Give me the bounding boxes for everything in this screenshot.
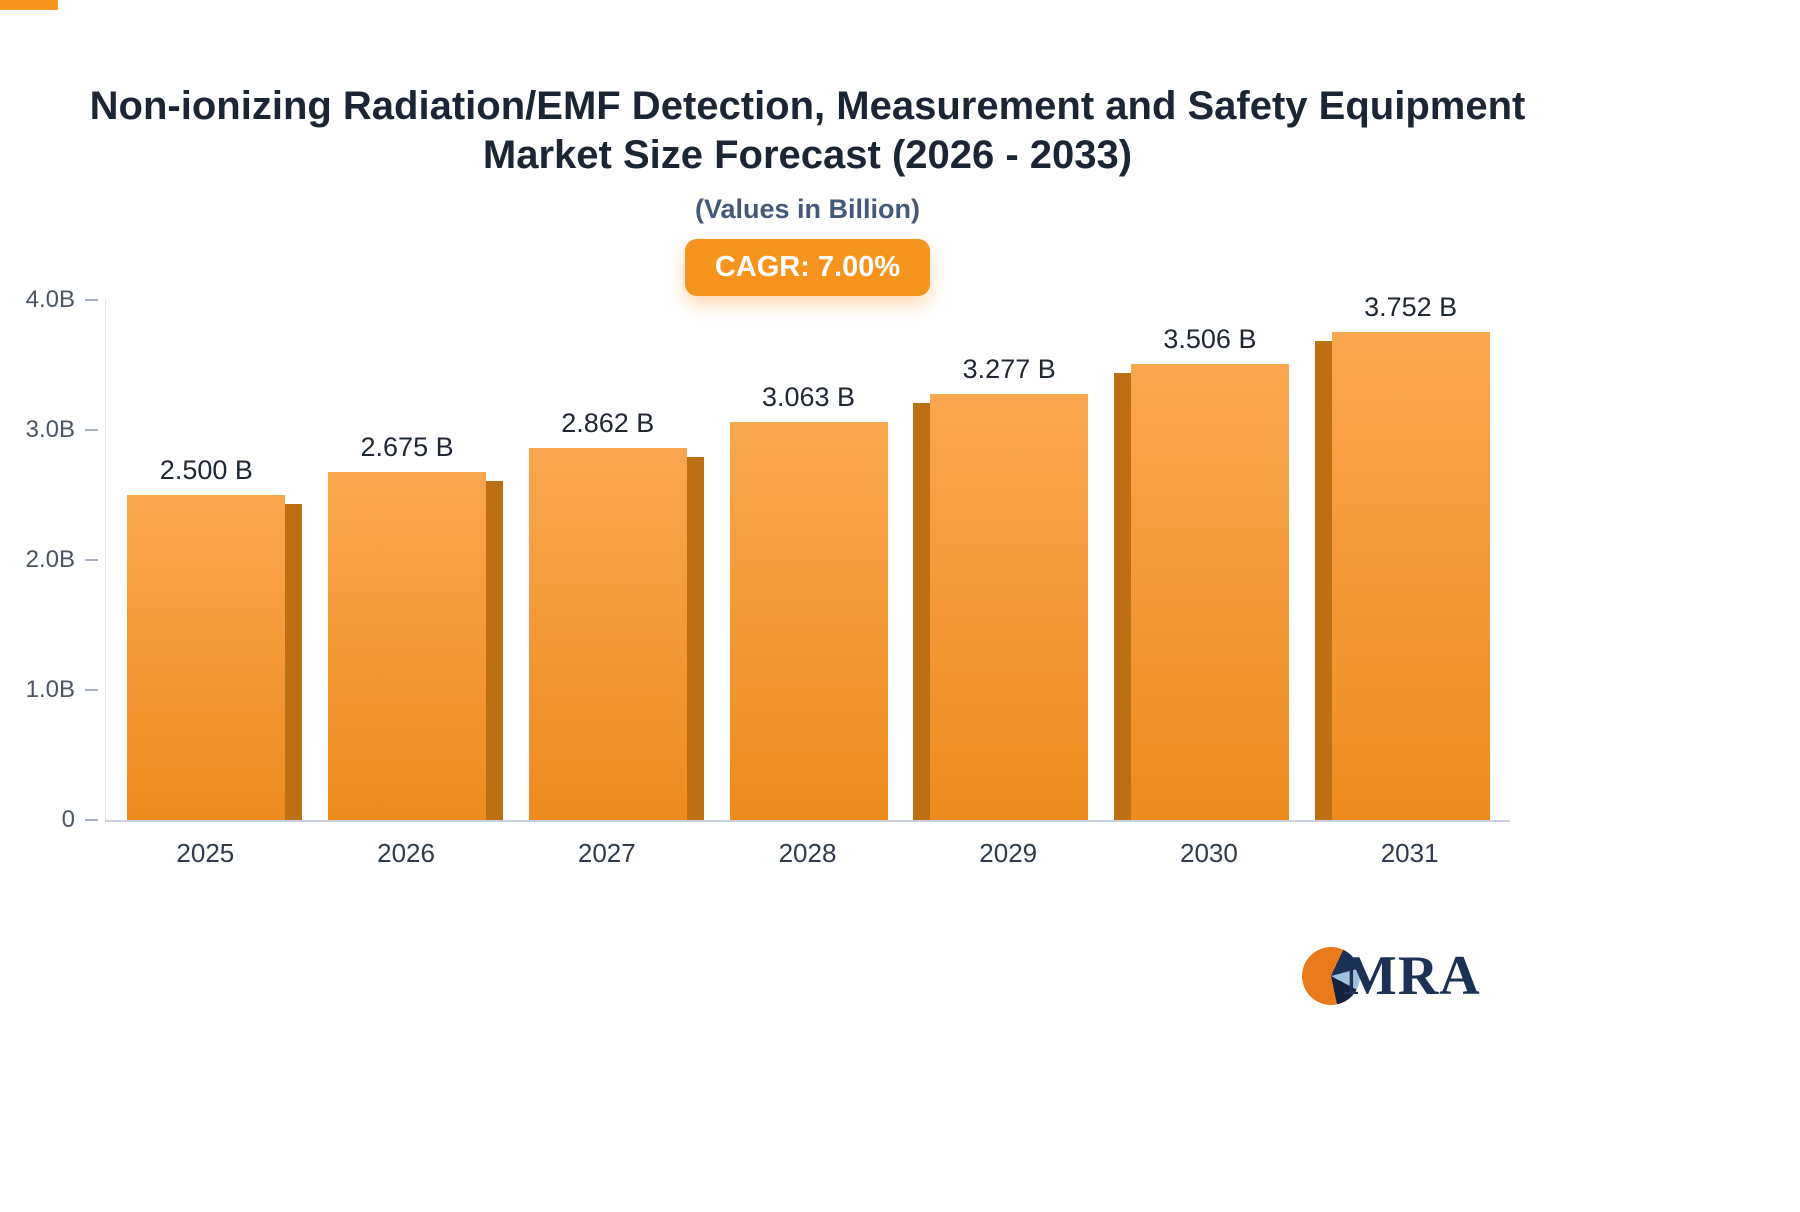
y-tick: 4.0B	[26, 286, 105, 314]
cagr-badge: CAGR: 7.00%	[684, 238, 931, 296]
y-tick-label: 0	[61, 806, 75, 833]
mra-logo: MRA	[1302, 944, 1481, 1008]
bar-value-label: 3.063 B	[761, 381, 856, 412]
bar-2027	[528, 447, 704, 821]
x-axis-label: 2030	[1180, 838, 1238, 868]
y-tick-mark	[85, 689, 98, 691]
bar-2030	[1113, 364, 1289, 820]
chart-title: Non-ionizing Radiation/EMF Detection, Me…	[89, 84, 1526, 177]
bar-group: 2.500 B	[106, 455, 306, 820]
x-axis-label: 2029	[979, 838, 1038, 868]
bar-value-label: 2.862 B	[561, 407, 655, 438]
x-axis-label: 2025	[176, 838, 235, 868]
chart-subtitle: (Values in Billion)	[694, 193, 921, 224]
y-tick-label: 4.0B	[25, 286, 75, 313]
y-tick: 2.0B	[26, 546, 105, 574]
plot-area: 2.500 B 2.675 B 2.862 B 3.063 B 3.277 B 3.506…	[105, 292, 1511, 821]
top-left-accent	[0, 0, 58, 10]
bar-2031	[1314, 332, 1490, 820]
y-tick-mark	[85, 559, 98, 561]
bar-group: 3.506 B	[1110, 324, 1310, 820]
bar-2028	[729, 421, 888, 820]
y-tick-label: 1.0B	[25, 676, 75, 703]
y-tick: 1.0B	[26, 676, 105, 704]
y-axis: 4.0B 3.0B 2.0B 1.0B 0	[0, 286, 105, 833]
y-tick: 3.0B	[26, 416, 105, 444]
bar-value-label: 3.752 B	[1364, 292, 1458, 323]
mra-logo-icon	[1302, 947, 1360, 1005]
cagr-badge-label: CAGR: 7.00%	[714, 250, 901, 283]
bar-group: 3.277 B	[909, 354, 1109, 820]
x-axis-label: 2028	[778, 838, 837, 868]
y-tick-label: 3.0B	[25, 416, 75, 443]
chart-header: Non-ionizing Radiation/EMF Detection, Me…	[0, 82, 1615, 296]
bar-2029	[913, 394, 1089, 820]
y-tick-mark	[85, 429, 98, 431]
bar-group: 3.063 B	[709, 382, 909, 820]
y-tick-label: 2.0B	[25, 546, 75, 573]
bar-group: 3.752 B	[1311, 292, 1511, 820]
bar-value-label: 2.500 B	[159, 455, 253, 485]
y-tick-mark	[85, 299, 98, 301]
bar-2025	[127, 495, 303, 820]
y-tick-mark	[85, 819, 98, 821]
x-axis-label: 2026	[377, 838, 435, 868]
x-axis: 2025 2026 2027 2028 2029 2030 2031	[105, 822, 1510, 882]
bar-group: 2.862 B	[508, 407, 708, 821]
bar-value-label: 3.277 B	[962, 354, 1056, 384]
x-axis-line	[105, 820, 1510, 822]
bar-group: 2.675 B	[307, 432, 507, 820]
y-tick: 0	[62, 806, 105, 834]
bar-2026	[328, 472, 504, 820]
x-axis-label: 2031	[1380, 838, 1439, 868]
bar-value-label: 3.506 B	[1163, 324, 1257, 355]
mra-logo-text: MRA	[1344, 945, 1481, 1007]
bar-value-label: 2.675 B	[360, 432, 454, 463]
x-axis-label: 2027	[577, 838, 636, 868]
